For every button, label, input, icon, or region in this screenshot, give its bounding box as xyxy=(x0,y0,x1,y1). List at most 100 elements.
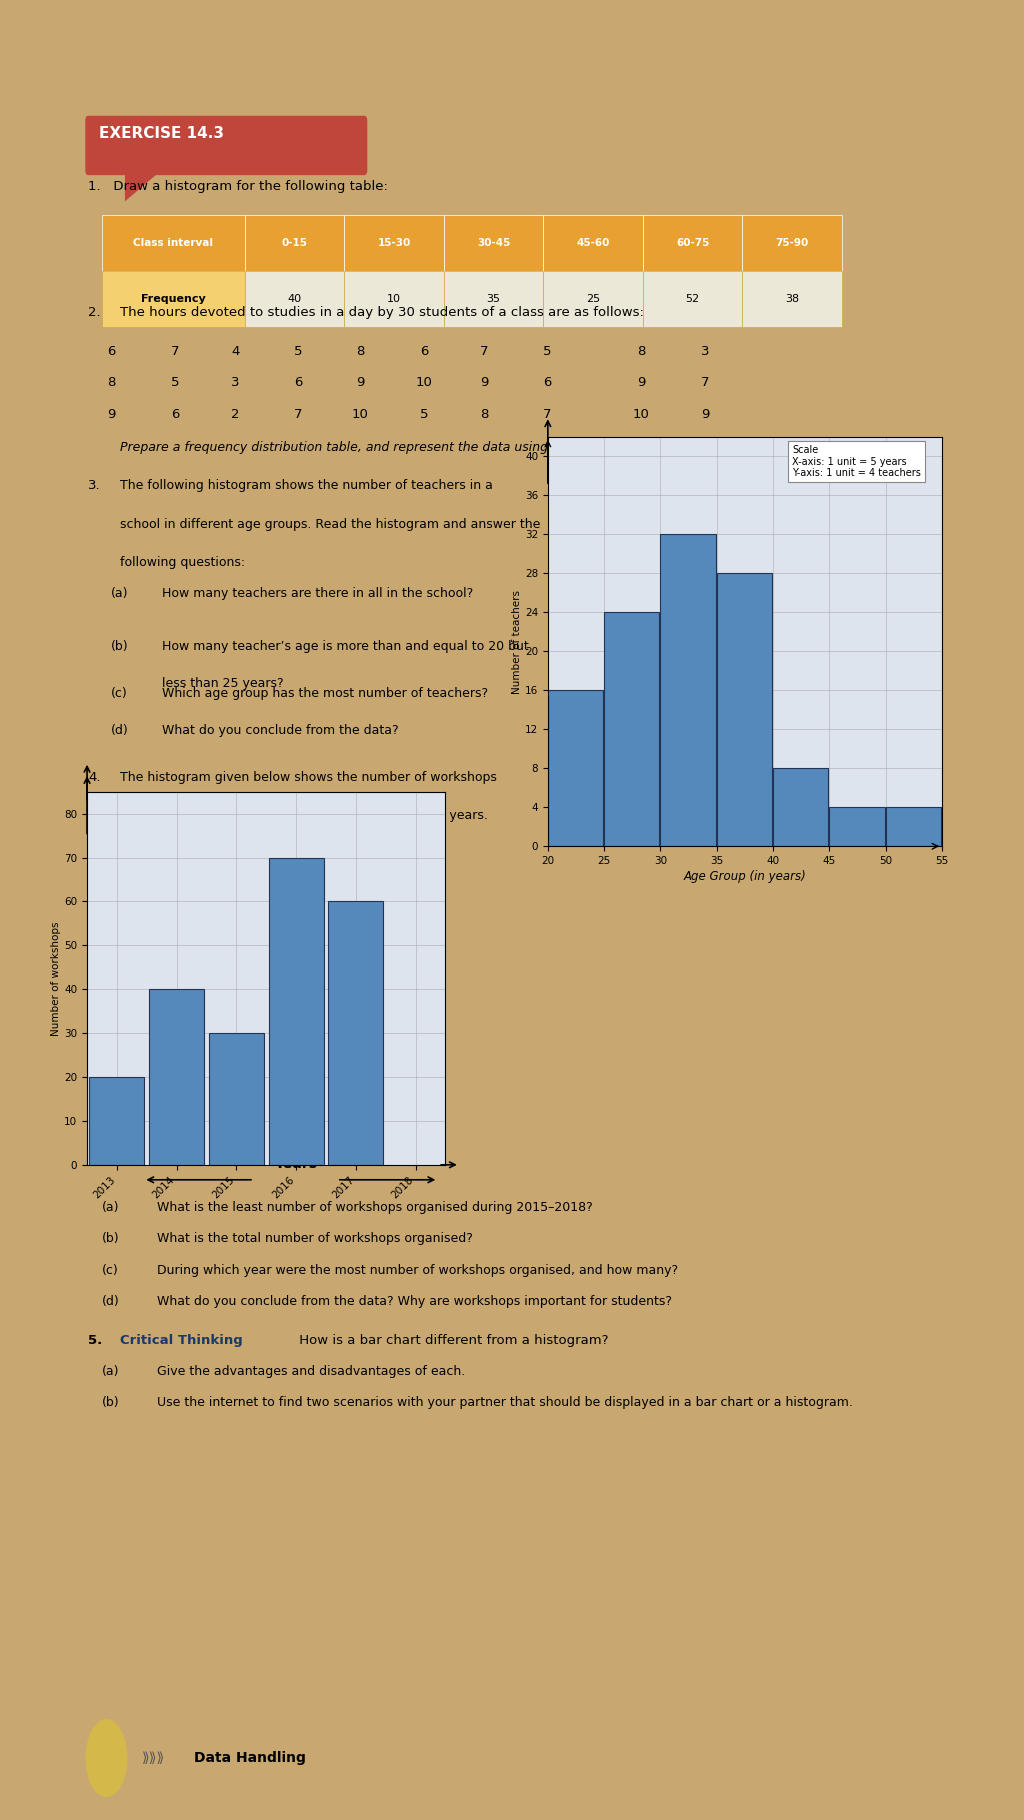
Text: 52: 52 xyxy=(686,295,699,304)
Bar xyxy=(548,690,603,846)
Bar xyxy=(209,1034,264,1165)
Text: (b): (b) xyxy=(111,641,129,653)
Text: EXERCISE 14.3: EXERCISE 14.3 xyxy=(99,126,224,142)
Text: Scale
X-axis: 1 unit = 5 years
Y-axis: 1 unit = 4 teachers: Scale X-axis: 1 unit = 5 years Y-axis: 1… xyxy=(793,446,922,479)
FancyBboxPatch shape xyxy=(643,215,742,271)
FancyBboxPatch shape xyxy=(344,215,443,271)
Text: (a): (a) xyxy=(111,588,129,601)
Text: 7: 7 xyxy=(543,408,551,420)
Text: 25: 25 xyxy=(586,295,600,304)
Text: (a): (a) xyxy=(102,1201,120,1214)
Text: organised by an institution in mathematics across 5 years.: organised by an institution in mathemati… xyxy=(121,810,488,823)
Polygon shape xyxy=(125,169,162,202)
Text: 6: 6 xyxy=(420,344,429,359)
Text: 10: 10 xyxy=(633,408,649,420)
Text: 7: 7 xyxy=(294,408,302,420)
Text: 3: 3 xyxy=(231,377,240,389)
Bar xyxy=(604,612,659,846)
Text: Prepare a frequency distribution table, and represent the data using a histogram: Prepare a frequency distribution table, … xyxy=(121,440,631,453)
Bar xyxy=(829,808,885,846)
Text: 10: 10 xyxy=(351,408,369,420)
FancyBboxPatch shape xyxy=(102,215,245,271)
Text: What is the total number of workshops organised?: What is the total number of workshops or… xyxy=(158,1232,473,1245)
Text: 6: 6 xyxy=(294,377,302,389)
Text: (c): (c) xyxy=(111,688,128,701)
Text: The histogram given below shows the number of workshops: The histogram given below shows the numb… xyxy=(121,772,498,784)
Text: 9: 9 xyxy=(106,408,116,420)
Text: 8: 8 xyxy=(637,344,645,359)
Text: 35: 35 xyxy=(486,295,501,304)
FancyBboxPatch shape xyxy=(544,215,643,271)
Text: 3: 3 xyxy=(701,344,710,359)
Text: 1.   Draw a histogram for the following table:: 1. Draw a histogram for the following ta… xyxy=(88,180,388,193)
Text: 9: 9 xyxy=(701,408,710,420)
Text: 5: 5 xyxy=(294,344,302,359)
Bar xyxy=(329,901,383,1165)
FancyBboxPatch shape xyxy=(102,271,245,328)
Text: 6: 6 xyxy=(171,408,180,420)
Text: 3.: 3. xyxy=(88,479,100,491)
FancyBboxPatch shape xyxy=(742,215,842,271)
Text: 40: 40 xyxy=(288,295,301,304)
Text: 9: 9 xyxy=(637,377,645,389)
FancyBboxPatch shape xyxy=(245,215,344,271)
Text: 2.: 2. xyxy=(88,306,100,318)
Text: (b): (b) xyxy=(102,1396,120,1409)
Text: Years: Years xyxy=(274,1158,316,1170)
Bar xyxy=(89,1077,144,1165)
Y-axis label: Number of workshops: Number of workshops xyxy=(51,921,61,1036)
Text: How many teacher’s age is more than and equal to 20 but: How many teacher’s age is more than and … xyxy=(162,641,528,653)
Text: 5.: 5. xyxy=(88,1334,102,1347)
Text: 30-45: 30-45 xyxy=(477,238,510,248)
Text: (b): (b) xyxy=(102,1232,120,1245)
Text: Use the internet to find two scenarios with your partner that should be displaye: Use the internet to find two scenarios w… xyxy=(158,1396,853,1409)
Bar xyxy=(150,990,204,1165)
Text: 38: 38 xyxy=(785,295,799,304)
Bar xyxy=(268,857,324,1165)
Text: Class interval: Class interval xyxy=(133,238,213,248)
FancyBboxPatch shape xyxy=(85,116,368,175)
Text: (d): (d) xyxy=(111,724,129,737)
Text: What do you conclude from the data? Why are workshops important for students?: What do you conclude from the data? Why … xyxy=(158,1296,672,1309)
Text: 8: 8 xyxy=(355,344,365,359)
X-axis label: Age Group (in years): Age Group (in years) xyxy=(684,870,806,883)
Text: 75-90: 75-90 xyxy=(775,238,809,248)
Text: What is the least number of workshops organised during 2015–2018?: What is the least number of workshops or… xyxy=(158,1201,593,1214)
Bar xyxy=(773,768,828,846)
Text: 5: 5 xyxy=(171,377,180,389)
FancyBboxPatch shape xyxy=(344,271,443,328)
Text: ⟫⟫⟫: ⟫⟫⟫ xyxy=(141,1751,165,1765)
Text: 10: 10 xyxy=(387,295,401,304)
Text: 6: 6 xyxy=(543,377,551,389)
Bar xyxy=(717,573,772,846)
Text: 2: 2 xyxy=(231,408,240,420)
Bar xyxy=(660,535,716,846)
Text: less than 25 years?: less than 25 years? xyxy=(162,677,284,690)
Text: The following histogram shows the number of teachers in a: The following histogram shows the number… xyxy=(121,479,494,491)
Circle shape xyxy=(86,1720,127,1796)
Text: school in different age groups. Read the histogram and answer the: school in different age groups. Read the… xyxy=(121,517,541,531)
Text: 8: 8 xyxy=(480,408,488,420)
Text: Which age group has the most number of teachers?: Which age group has the most number of t… xyxy=(162,688,487,701)
Text: During which year were the most number of workshops organised, and how many?: During which year were the most number o… xyxy=(158,1263,678,1276)
Text: 10: 10 xyxy=(416,377,433,389)
Y-axis label: Number of teachers: Number of teachers xyxy=(512,590,522,693)
Text: 7: 7 xyxy=(171,344,180,359)
FancyBboxPatch shape xyxy=(742,271,842,328)
Text: 5: 5 xyxy=(420,408,429,420)
FancyBboxPatch shape xyxy=(544,271,643,328)
Text: 7: 7 xyxy=(480,344,488,359)
FancyBboxPatch shape xyxy=(443,215,544,271)
Text: (a): (a) xyxy=(102,1365,120,1378)
Text: Data Handling: Data Handling xyxy=(195,1751,306,1765)
Text: 0-15: 0-15 xyxy=(282,238,307,248)
Text: Critical Thinking: Critical Thinking xyxy=(121,1334,243,1347)
Text: How many teachers are there in all in the school?: How many teachers are there in all in th… xyxy=(162,588,473,601)
Text: 15-30: 15-30 xyxy=(378,238,411,248)
Text: (c): (c) xyxy=(102,1263,119,1276)
Text: 6: 6 xyxy=(106,344,116,359)
Text: following questions:: following questions: xyxy=(121,557,246,570)
Text: 4.: 4. xyxy=(88,772,100,784)
Text: 188: 188 xyxy=(93,1751,120,1765)
Text: 8: 8 xyxy=(106,377,116,389)
